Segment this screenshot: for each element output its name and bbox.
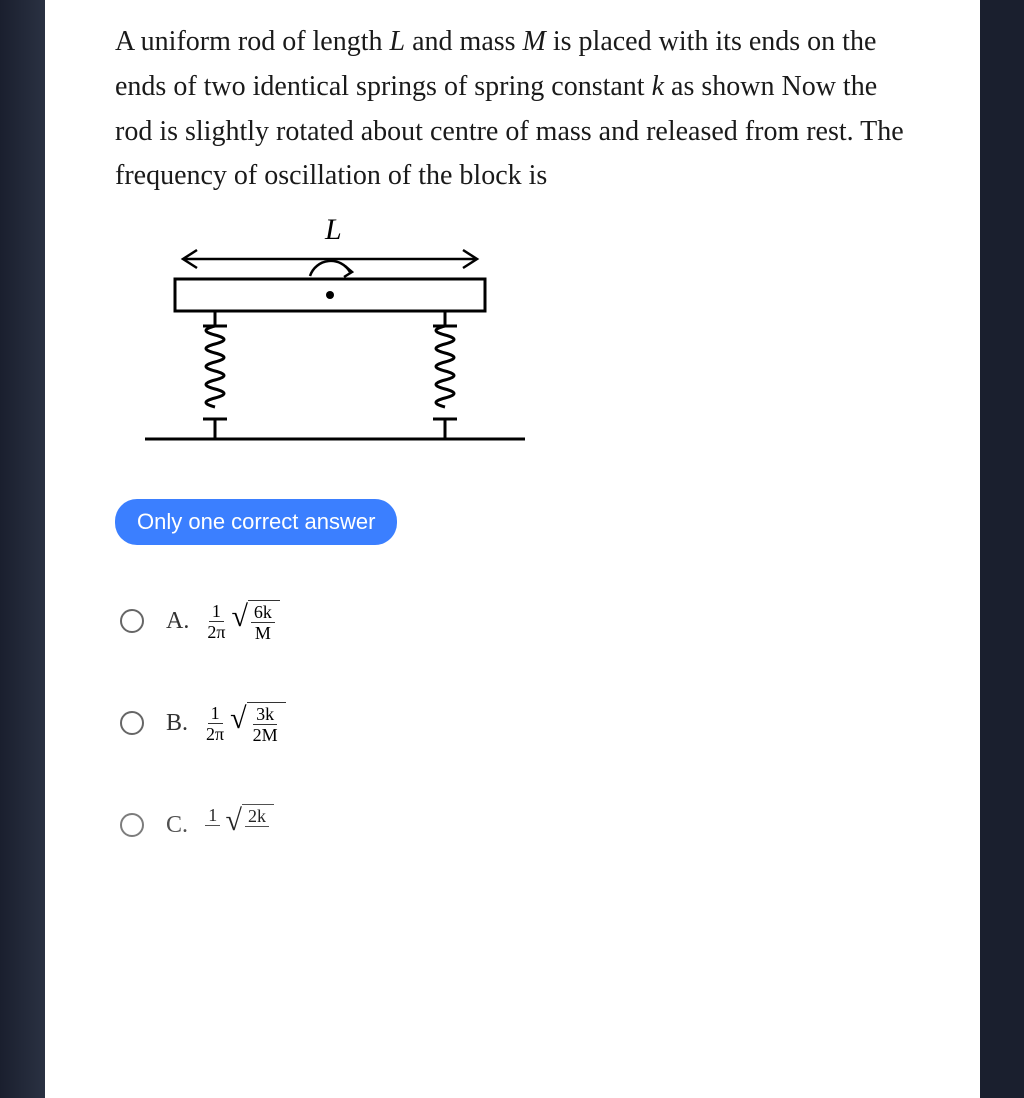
question-text: A uniform rod of length L and mass M is … — [115, 20, 920, 199]
option-a[interactable]: A. 1 2π √ 6k M — [115, 600, 920, 642]
option-a-formula: 1 2π √ 6k M — [203, 600, 280, 642]
option-a-label: A. — [166, 608, 189, 635]
option-c-label: C. — [166, 812, 188, 839]
instruction-badge: Only one correct answer — [115, 499, 397, 545]
radio-a[interactable] — [120, 609, 144, 633]
rod-spring-diagram: L — [135, 214, 535, 474]
sqrt-icon: √ — [231, 603, 247, 645]
option-c-formula: 1 √ 2k — [202, 804, 274, 846]
sqrt-icon: √ — [226, 807, 242, 849]
radio-c[interactable] — [120, 813, 144, 837]
question-part-2: and mass — [405, 26, 522, 57]
var-M: M — [523, 26, 546, 57]
left-shadow — [0, 0, 45, 1098]
var-L: L — [390, 26, 406, 57]
diagram-label-L: L — [324, 214, 342, 246]
option-b-formula: 1 2π √ 3k 2M — [202, 702, 286, 744]
var-k: k — [652, 71, 664, 102]
option-b-label: B. — [166, 710, 188, 737]
sqrt-icon: √ — [230, 705, 246, 747]
radio-b[interactable] — [120, 711, 144, 735]
option-b[interactable]: B. 1 2π √ 3k 2M — [115, 702, 920, 744]
question-page: A uniform rod of length L and mass M is … — [45, 0, 980, 1098]
option-c[interactable]: C. 1 √ 2k — [115, 804, 920, 846]
question-part-1: A uniform rod of length — [115, 26, 390, 57]
